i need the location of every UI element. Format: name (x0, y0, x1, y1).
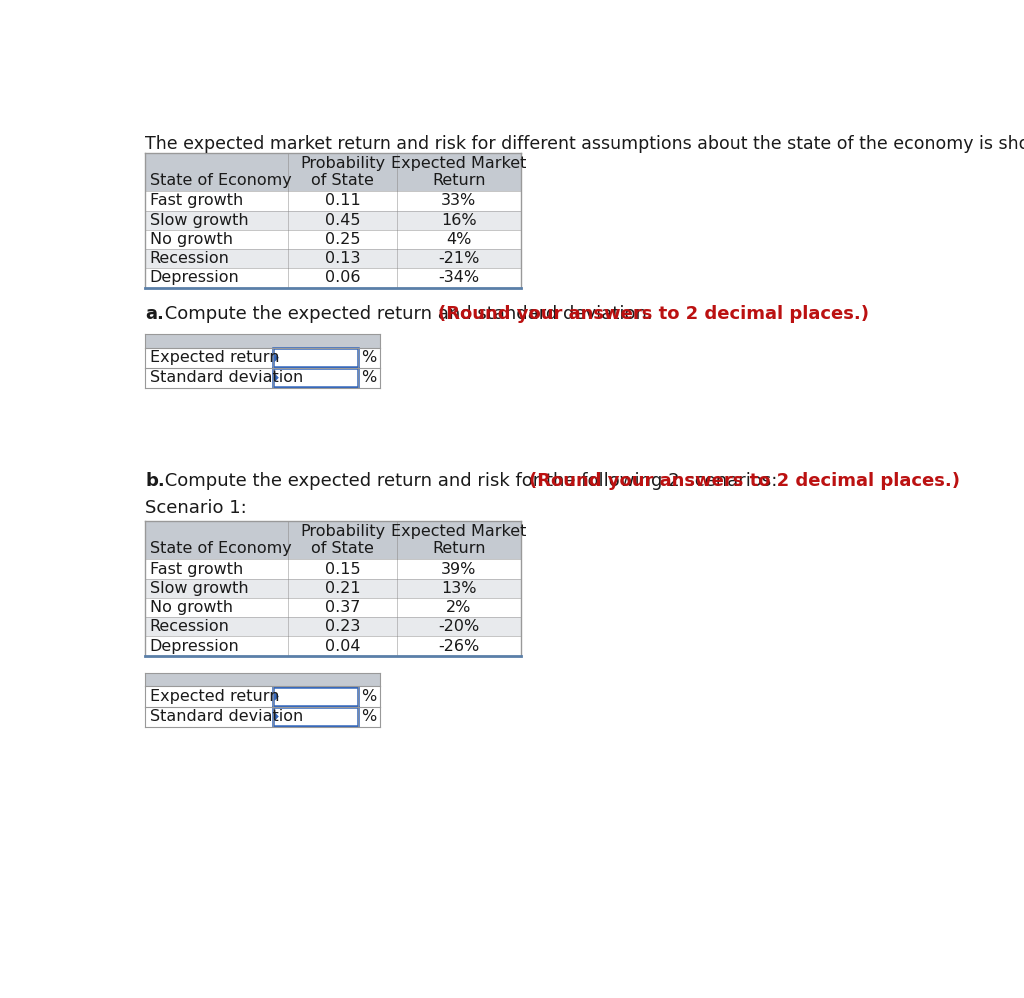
Text: -34%: -34% (438, 270, 479, 285)
Bar (145, 687, 380, 707)
Bar (145, 617, 521, 637)
Text: Standard deviation: Standard deviation (150, 370, 303, 385)
Text: No growth: No growth (150, 600, 232, 615)
Bar (145, 250, 521, 268)
Text: %: % (361, 709, 377, 724)
Text: (Round your answers to 2 decimal places.): (Round your answers to 2 decimal places.… (438, 304, 869, 322)
Bar (145, 367, 380, 387)
Text: Recession: Recession (150, 620, 229, 635)
Bar (145, 673, 380, 687)
Text: Expected Market: Expected Market (391, 156, 526, 171)
Text: 0.25: 0.25 (325, 232, 360, 247)
Text: %: % (361, 689, 377, 704)
Bar (145, 579, 521, 598)
Text: Slow growth: Slow growth (150, 213, 249, 228)
Text: Recession: Recession (150, 251, 229, 266)
Bar (273, 348, 358, 367)
Text: 0.06: 0.06 (325, 270, 360, 285)
Bar (145, 268, 521, 287)
Polygon shape (274, 354, 279, 361)
Bar (145, 230, 521, 250)
Text: 0.13: 0.13 (325, 251, 360, 266)
Text: Fast growth: Fast growth (150, 194, 243, 209)
Text: Compute the expected return and standard deviation.: Compute the expected return and standard… (159, 304, 658, 322)
Bar (273, 688, 358, 706)
Text: -20%: -20% (438, 620, 479, 635)
Text: Scenario 1:: Scenario 1: (145, 499, 247, 517)
Text: 4%: 4% (446, 232, 472, 247)
Text: State of Economy: State of Economy (150, 173, 292, 188)
Text: %: % (361, 370, 377, 385)
Polygon shape (274, 713, 279, 721)
Text: Expected Market: Expected Market (391, 524, 526, 539)
Text: Return: Return (432, 173, 485, 188)
Text: 0.04: 0.04 (325, 639, 360, 654)
Text: Probability: Probability (300, 524, 385, 539)
Bar (145, 153, 521, 192)
Text: Expected return: Expected return (150, 689, 280, 704)
Text: State of Economy: State of Economy (150, 541, 292, 556)
Bar (145, 211, 521, 230)
Text: of State: of State (311, 541, 374, 556)
Text: 0.23: 0.23 (325, 620, 360, 635)
Text: -26%: -26% (438, 639, 479, 654)
Text: 0.37: 0.37 (325, 600, 360, 615)
Bar (145, 521, 521, 560)
Text: Slow growth: Slow growth (150, 581, 249, 596)
Bar (145, 707, 380, 727)
Text: No growth: No growth (150, 232, 232, 247)
Text: b.: b. (145, 472, 165, 490)
Text: Fast growth: Fast growth (150, 562, 243, 577)
Text: Depression: Depression (150, 639, 240, 654)
Polygon shape (274, 693, 279, 701)
Text: 13%: 13% (441, 581, 477, 596)
Bar (145, 598, 521, 617)
Text: 0.15: 0.15 (325, 562, 360, 577)
Text: Expected return: Expected return (150, 350, 280, 365)
Bar (273, 368, 358, 387)
Text: The expected market return and risk for different assumptions about the state of: The expected market return and risk for … (145, 135, 1024, 153)
Text: 0.11: 0.11 (325, 194, 360, 209)
Bar (145, 347, 380, 367)
Text: 0.21: 0.21 (325, 581, 360, 596)
Text: %: % (361, 350, 377, 365)
Text: 0.45: 0.45 (325, 213, 360, 228)
Bar (145, 637, 521, 656)
Text: Depression: Depression (150, 270, 240, 285)
Text: Probability: Probability (300, 156, 385, 171)
Bar (273, 708, 358, 726)
Text: 2%: 2% (446, 600, 472, 615)
Bar (145, 560, 521, 579)
Bar (145, 333, 380, 347)
Polygon shape (274, 374, 279, 381)
Text: Return: Return (432, 541, 485, 556)
Text: (Round your answers to 2 decimal places.): (Round your answers to 2 decimal places.… (529, 472, 961, 490)
Text: of State: of State (311, 173, 374, 188)
Bar (145, 192, 521, 211)
Text: 16%: 16% (441, 213, 477, 228)
Text: 39%: 39% (441, 562, 476, 577)
Text: Standard deviation: Standard deviation (150, 709, 303, 724)
Text: -21%: -21% (438, 251, 479, 266)
Text: 33%: 33% (441, 194, 476, 209)
Text: Compute the expected return and risk for the following 2 scenarios:: Compute the expected return and risk for… (159, 472, 783, 490)
Text: a.: a. (145, 304, 164, 322)
